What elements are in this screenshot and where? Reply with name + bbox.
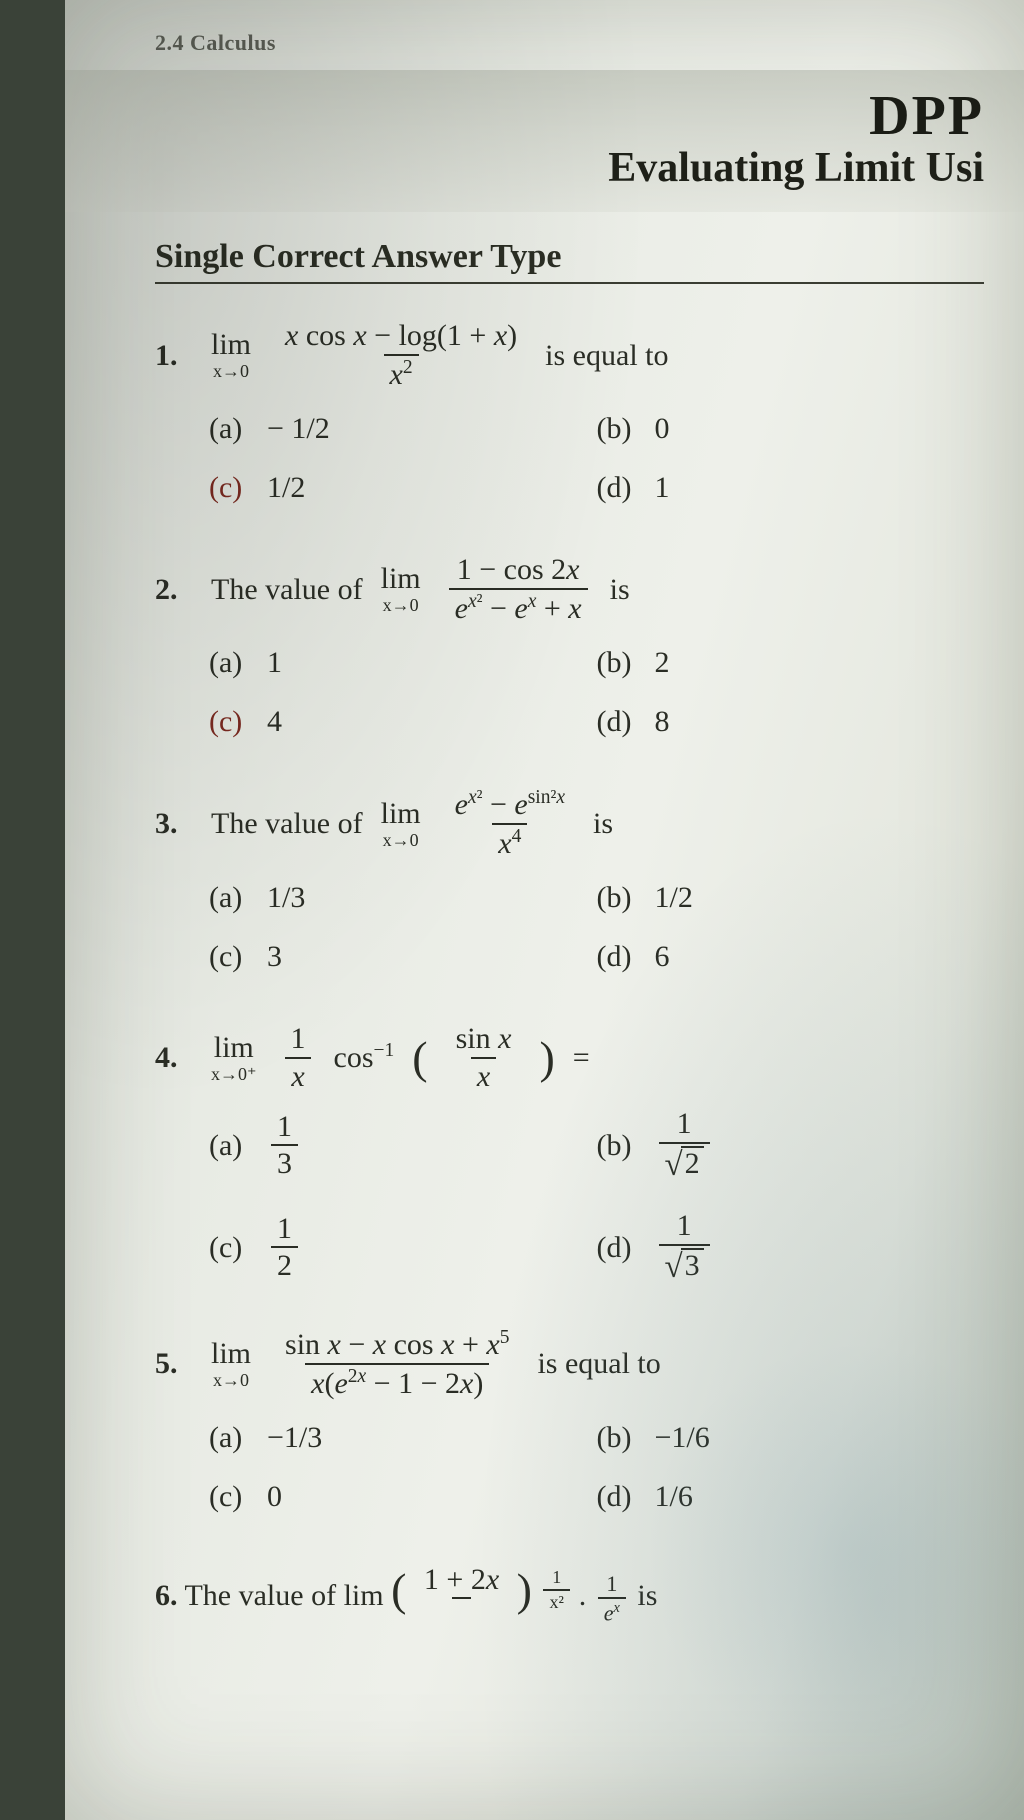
numerator: sin x: [450, 1023, 518, 1057]
denominator: x2: [384, 354, 419, 391]
option-c: (c) 12: [209, 1210, 597, 1284]
option-c: (c)3: [209, 934, 597, 979]
numerator: x cos x − log(1 + x): [279, 320, 523, 354]
option-b: (b) 1√2: [597, 1108, 985, 1182]
exponent: 1 x²: [539, 1578, 578, 1599]
option-b: (b)−1/6: [597, 1415, 985, 1460]
options: (a)−1/3 (b)−1/6 (c)0 (d)1/6: [209, 1415, 984, 1519]
tail-text: . 1ex is: [579, 1579, 658, 1612]
option-d: (d)1/6: [597, 1474, 985, 1519]
question-number: 3.: [155, 801, 193, 846]
option-d: (d)8: [597, 699, 985, 744]
stem-suffix: is: [593, 801, 613, 846]
stem-prefix: The value of: [211, 801, 363, 846]
limit-symbol: lim x→0: [211, 1339, 251, 1389]
denominator: x: [471, 1057, 496, 1093]
option-a: (a)1: [209, 640, 597, 685]
fraction: x cos x − log(1 + x) x2: [279, 320, 523, 390]
lparen-icon: (: [412, 1023, 427, 1092]
denominator: [452, 1597, 472, 1633]
rparen-icon: ): [539, 1023, 554, 1092]
section-label: 2.4 Calculus: [155, 30, 984, 56]
option-d: (d) 1√3: [597, 1210, 985, 1284]
stem-prefix: The value of: [211, 567, 363, 612]
rparen-icon: ): [517, 1564, 532, 1615]
fraction: 1 − cos 2x ex² − ex + x: [449, 554, 588, 624]
question-number: 4.: [155, 1035, 193, 1080]
answer-type-heading: Single Correct Answer Type: [155, 238, 984, 284]
denominator: x: [285, 1057, 310, 1093]
option-c: (c)4: [209, 699, 597, 744]
denominator: x(e2x − 1 − 2x): [305, 1363, 489, 1400]
options: (a)1 (b)2 (c)4 (d)8: [209, 640, 984, 744]
limit-sub: x→0: [383, 831, 419, 849]
option-a: (a) 13: [209, 1108, 597, 1182]
lparen-icon: (: [391, 1564, 406, 1615]
limit-symbol: lim x→0⁺: [211, 1033, 257, 1083]
denominator: x4: [492, 823, 527, 860]
header-band: DPP Evaluating Limit Usi: [65, 70, 1024, 212]
question-number: 6.: [155, 1579, 178, 1612]
fraction: ex² − esin²x x4: [449, 788, 571, 859]
option-c: (c)1/2: [209, 465, 597, 510]
question-4: 4. lim x→0⁺ 1 x cos−1 ( sin x x ) = (a) …: [155, 1023, 984, 1284]
options: (a)1/3 (b)1/2 (c)3 (d)6: [209, 875, 984, 979]
option-b: (b)2: [597, 640, 985, 685]
question-number: 1.: [155, 333, 193, 378]
limit-sub: x→0: [383, 596, 419, 614]
question-number: 2.: [155, 567, 193, 612]
option-a: (a)−1/3: [209, 1415, 597, 1460]
limit-symbol: lim x→0: [381, 564, 421, 614]
option-a: (a)− 1/2: [209, 406, 597, 451]
question-1: 1. lim x→0 x cos x − log(1 + x) x2 is eq…: [155, 320, 984, 510]
page: 2.4 Calculus DPP Evaluating Limit Usi Si…: [65, 0, 1024, 1820]
option-b: (b)0: [597, 406, 985, 451]
question-5: 5. lim x→0 sin x − x cos x + x5 x(e2x − …: [155, 1328, 984, 1519]
denominator: ex² − ex + x: [449, 588, 588, 625]
question-number: 5.: [155, 1341, 193, 1386]
question-3: 3. The value of lim x→0 ex² − esin²x x4 …: [155, 788, 984, 979]
numerator: 1 − cos 2x: [451, 554, 586, 588]
stem-suffix: is equal to: [545, 333, 668, 378]
dpp-title: DPP: [155, 84, 984, 148]
numerator: 1 + 2x: [418, 1564, 505, 1598]
fraction-1x: 1 x: [285, 1023, 312, 1092]
option-d: (d)6: [597, 934, 985, 979]
numerator: ex² − esin²x: [449, 788, 571, 823]
question-2: 2. The value of lim x→0 1 − cos 2x ex² −…: [155, 554, 984, 744]
numerator: 1: [285, 1023, 312, 1057]
limit-symbol: lim x→0: [381, 799, 421, 849]
numerator: sin x − x cos x + x5: [279, 1328, 515, 1363]
limit-sub: x→0: [213, 362, 249, 380]
limit-sub: x→0⁺: [211, 1065, 257, 1083]
options: (a) 13 (b) 1√2 (c) 12 (d) 1√3: [209, 1108, 984, 1284]
limit-symbol: lim x→0: [211, 330, 251, 380]
options: (a)− 1/2 (b)0 (c)1/2 (d)1: [209, 406, 984, 510]
stem-text: The value of lim: [184, 1579, 383, 1612]
option-b: (b)1/2: [597, 875, 985, 920]
limit-sub: x→0: [213, 1371, 249, 1389]
question-6-partial: 6. The value of lim ( 1 + 2x ) 1 x² . 1e…: [155, 1563, 984, 1633]
stem-suffix: is equal to: [537, 1341, 660, 1386]
stem-suffix: is: [610, 567, 630, 612]
fraction: 1 + 2x: [418, 1564, 505, 1633]
chapter-subtitle: Evaluating Limit Usi: [155, 144, 984, 192]
option-d: (d)1: [597, 465, 985, 510]
option-a: (a)1/3: [209, 875, 597, 920]
fraction: sin x − x cos x + x5 x(e2x − 1 − 2x): [279, 1328, 515, 1399]
option-c: (c)0: [209, 1474, 597, 1519]
arccos: cos−1: [334, 1035, 395, 1080]
stem-suffix: =: [573, 1035, 590, 1080]
fraction-sinx-x: sin x x: [450, 1023, 518, 1092]
